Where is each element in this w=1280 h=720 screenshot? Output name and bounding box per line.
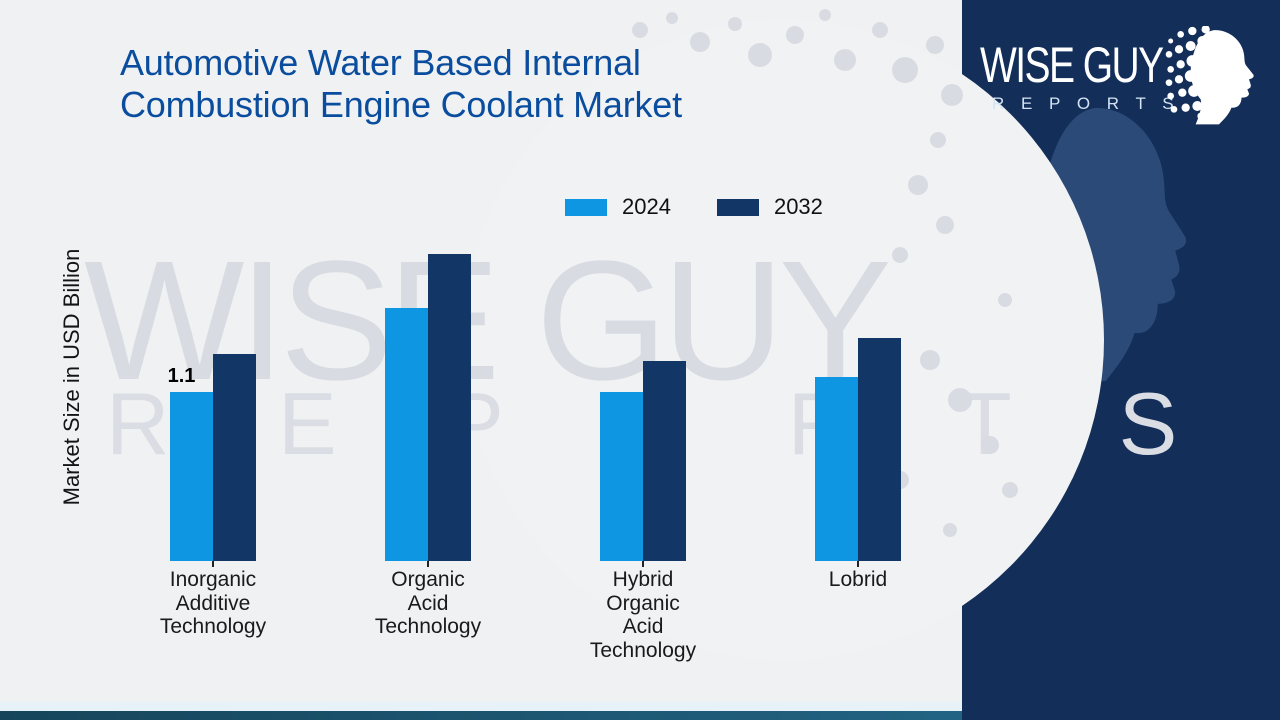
legend-item-2024: 2024 xyxy=(565,194,671,220)
logo-dotted-face-icon xyxy=(1165,26,1254,125)
legend-label: 2032 xyxy=(773,194,823,219)
x-axis-tick-1 xyxy=(427,561,429,567)
bar-2032-0 xyxy=(213,353,256,561)
bar-2032-1 xyxy=(428,253,471,561)
bar-2032-3 xyxy=(858,338,901,561)
bar-2024-2 xyxy=(600,392,643,561)
bar-2024-0 xyxy=(170,392,213,561)
footer-strip-light xyxy=(0,702,962,711)
x-axis-tick-2 xyxy=(642,561,644,567)
bar-2024-3 xyxy=(815,376,858,561)
category-label-3: Lobrid xyxy=(828,568,888,591)
category-label-0: Inorganic Additive Technology xyxy=(159,568,267,638)
brand-logo-subtext: R E P O R T S xyxy=(992,94,1180,113)
brand-logo-text: WISE GUY xyxy=(980,37,1164,93)
x-axis-tick-3 xyxy=(857,561,859,567)
legend-item-2032: 2032 xyxy=(716,194,823,220)
bar-value-label: 1.1 xyxy=(167,365,196,388)
brand-logo: WISE GUY R E P O R T S xyxy=(980,40,1214,114)
legend-swatch-2032 xyxy=(716,198,759,216)
legend-swatch-2024 xyxy=(565,198,607,216)
x-axis-tick-0 xyxy=(212,561,214,567)
chart-title: Automotive Water Based Internal Combusti… xyxy=(120,42,682,125)
category-label-1: Organic Acid Technology xyxy=(374,568,482,638)
bar-2024-1 xyxy=(385,307,428,561)
legend-label: 2024 xyxy=(622,194,671,219)
category-label-2: Hybrid Organic Acid Technology xyxy=(589,568,697,662)
bar-2032-2 xyxy=(643,361,686,561)
y-axis-label: Market Size in USD Billion xyxy=(59,248,84,506)
footer-strip-teal xyxy=(0,711,962,720)
legend: 2024 2032 xyxy=(565,194,823,220)
background-circle-decoration xyxy=(464,20,1104,660)
